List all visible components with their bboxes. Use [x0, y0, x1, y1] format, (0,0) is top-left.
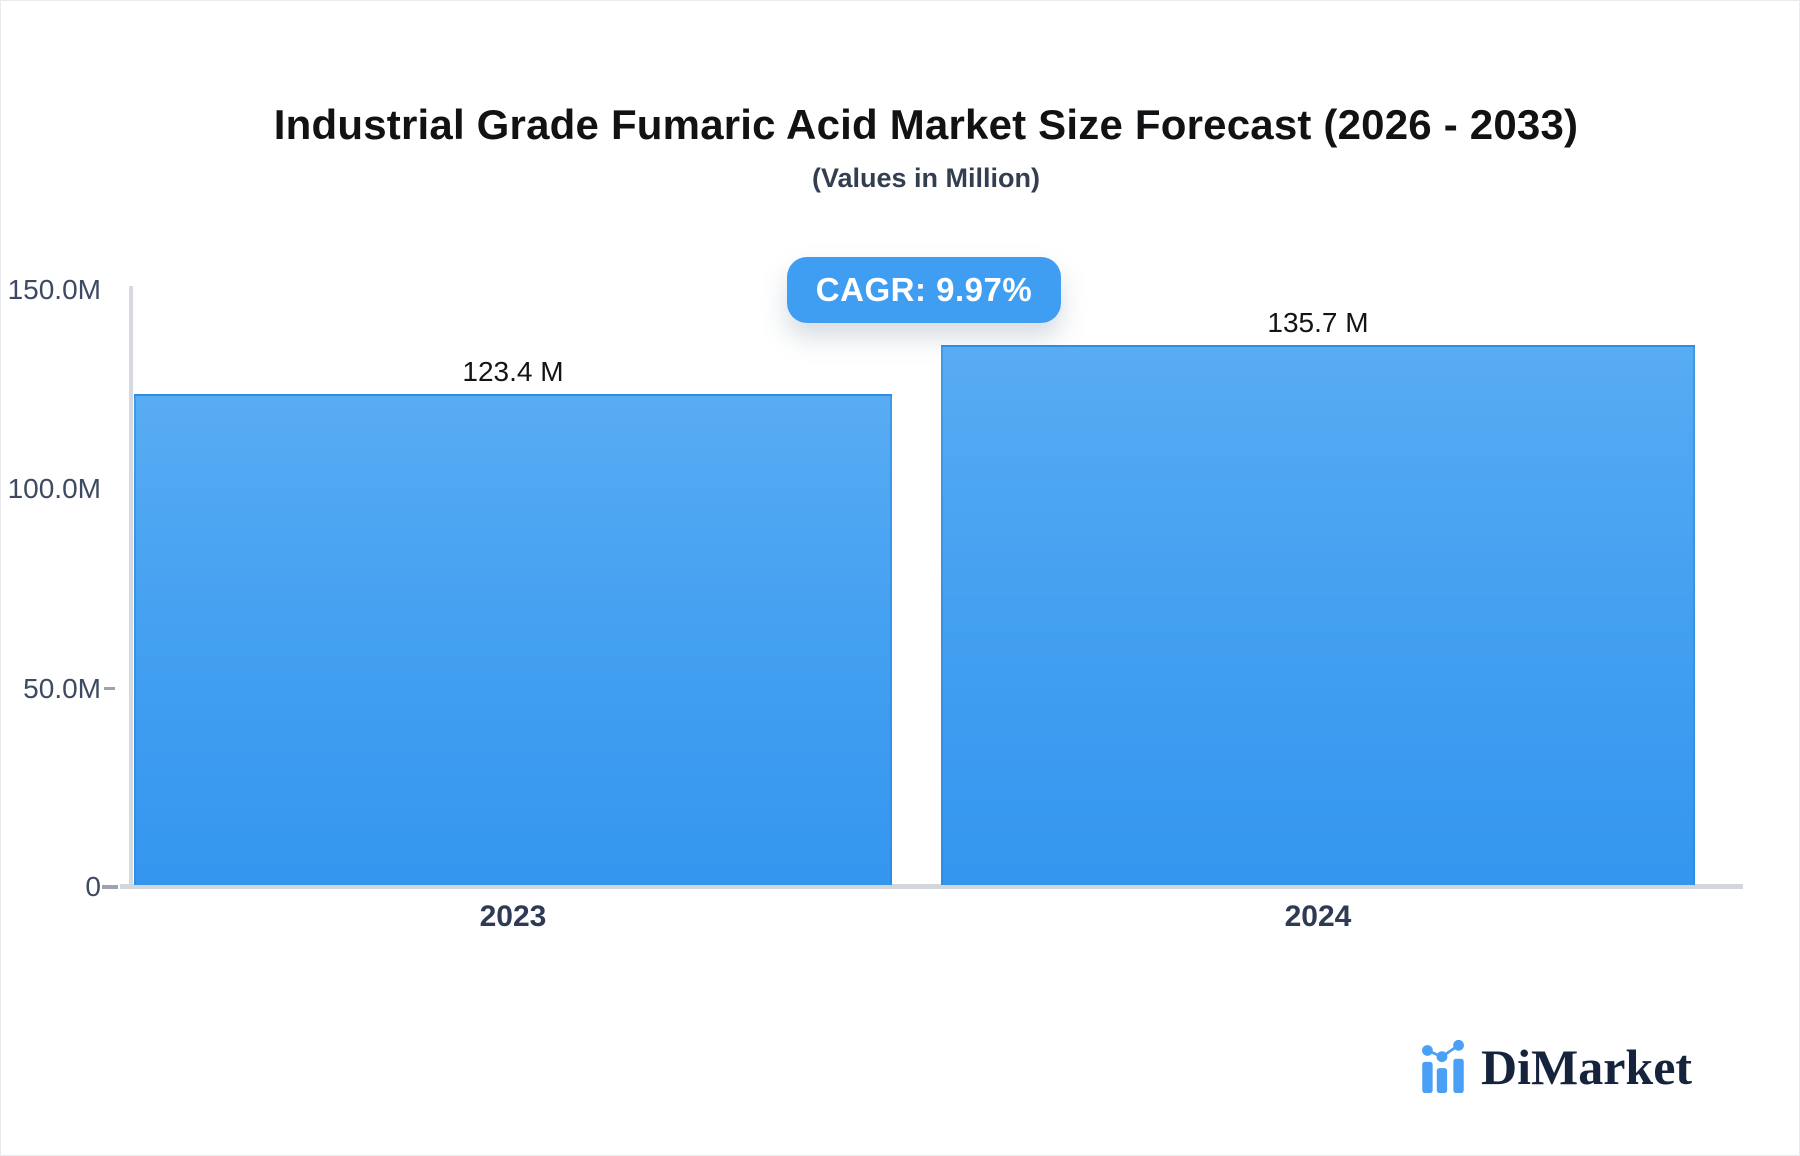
header: Industrial Grade Fumaric Acid Market Siz…	[31, 101, 1799, 193]
bar-2023[interactable]: 123.4 M	[134, 356, 892, 885]
y-axis-line	[129, 286, 133, 887]
logo-link[interactable]: DiMarket	[1419, 1037, 1692, 1093]
y-tick-mark-0	[102, 885, 118, 889]
bar-value-label-2024: 135.7 M	[1267, 307, 1369, 338]
y-tick-label-150m: 150.0M	[7, 274, 101, 305]
x-tick-label-2024: 2024	[1284, 900, 1352, 933]
y-tick-label-0: 0	[85, 871, 101, 902]
logo-wordmark: DiMarket	[1481, 1039, 1693, 1095]
x-axis-line	[120, 884, 1743, 889]
page-subtitle: (Values in Million)	[811, 163, 1041, 193]
x-tick-label-2023: 2023	[479, 900, 547, 933]
bar-2024[interactable]: 135.7 M	[941, 307, 1695, 885]
y-tick-mark-50m	[104, 687, 115, 690]
page-title: Industrial Grade Fumaric Acid Market Siz…	[273, 101, 1579, 148]
y-tick-label-50m: 50.0M	[23, 673, 101, 704]
y-tick-label-100m: 100.0M	[7, 473, 101, 504]
cagr-badge: CAGR: 9.97%	[787, 257, 1061, 323]
mini-bar-chart-icon	[1419, 1037, 1467, 1093]
bar-value-label-2023: 123.4 M	[462, 356, 564, 387]
